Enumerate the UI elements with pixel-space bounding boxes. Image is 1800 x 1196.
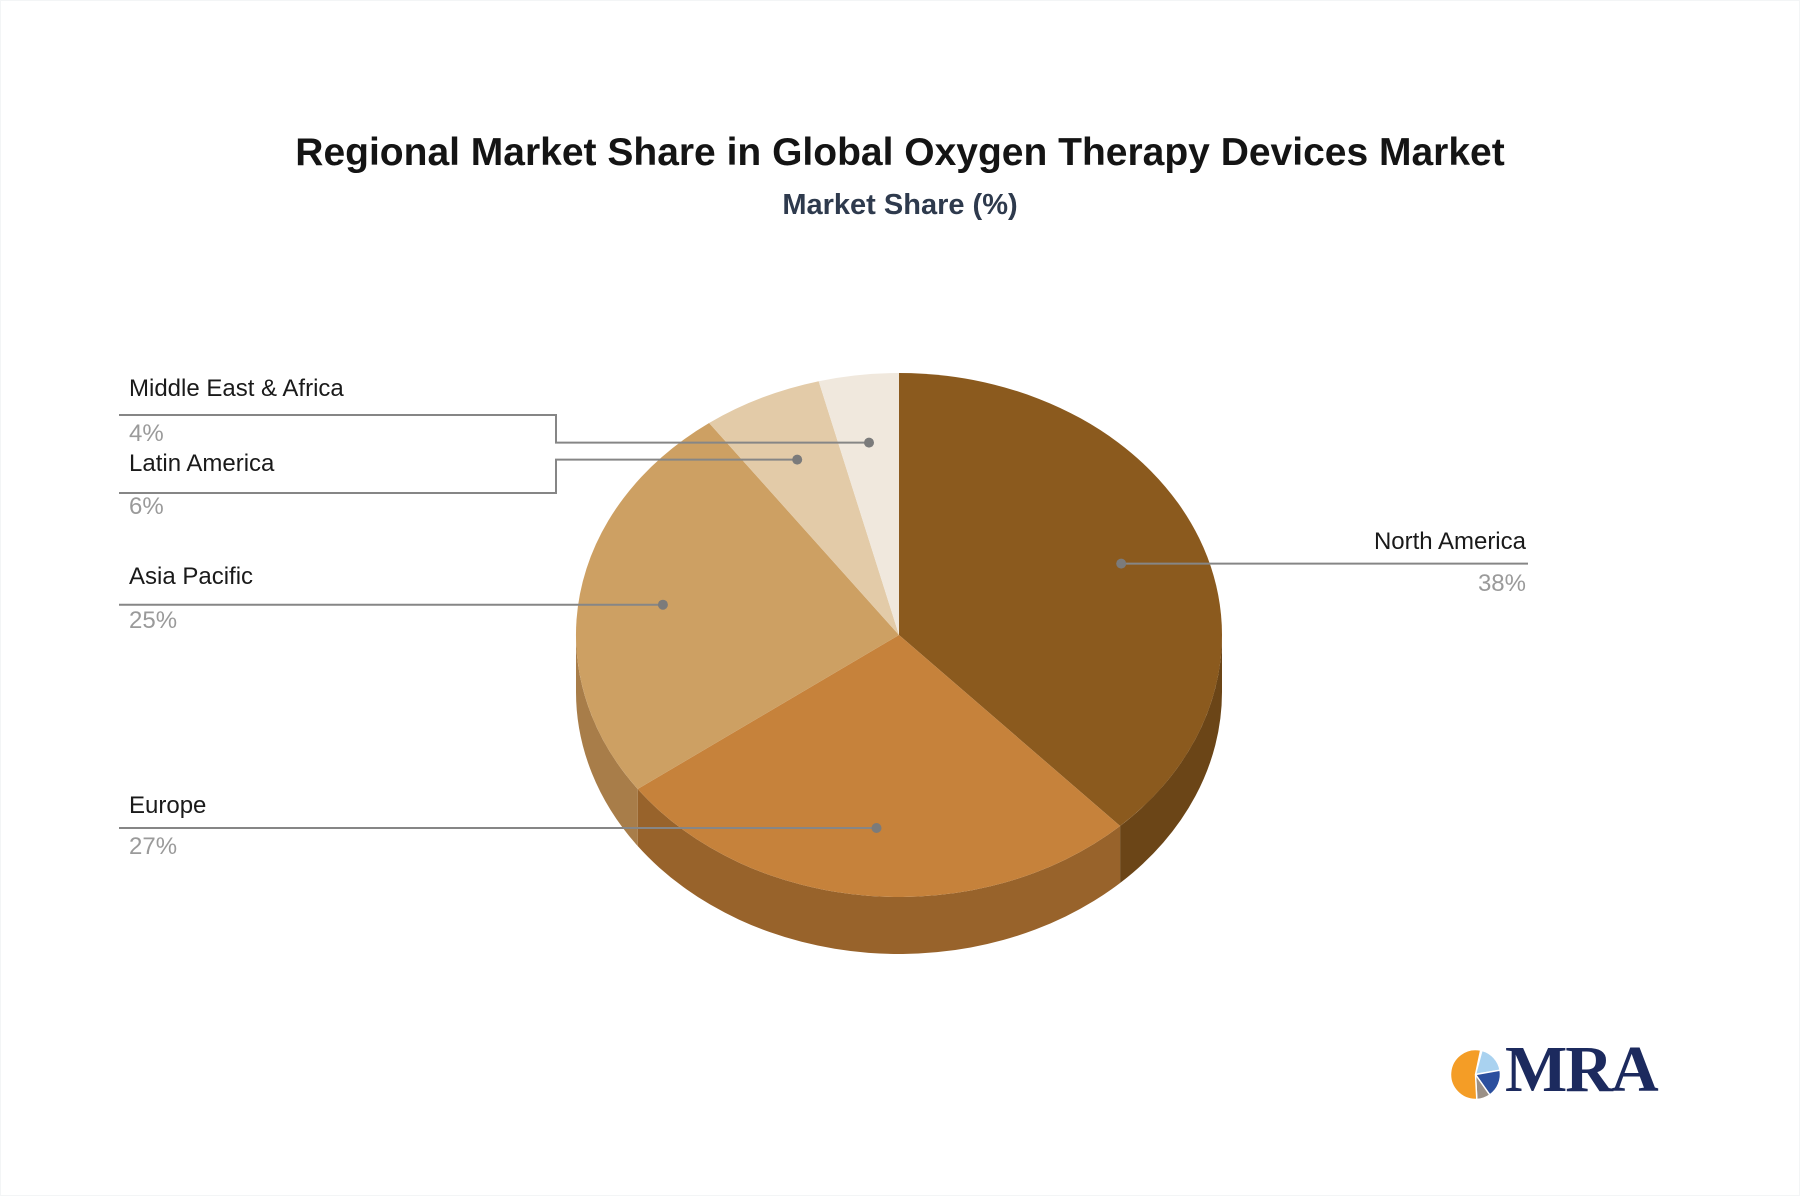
logo-segment-orange [1449, 1048, 1482, 1100]
leader-line-middle-east-africa [119, 414, 869, 444]
value-latin-america: 6% [129, 493, 164, 520]
pie-slice-side-north-america [1120, 635, 1222, 883]
label-europe: Europe [129, 792, 207, 819]
chart-subtitle: Market Share (%) [782, 189, 1018, 221]
logo-text: MRA [1505, 1033, 1659, 1106]
pie-slice-asia-pacific[interactable] [575, 423, 899, 789]
label-dot-asia-pacific [657, 599, 668, 610]
pie-slice-middle-east-africa[interactable] [818, 372, 899, 635]
pie-slice-latin-america[interactable] [709, 381, 899, 635]
label-north-america: North America [1373, 528, 1526, 555]
label-middle-east-africa: Middle East & Africa [129, 375, 344, 402]
label-dot-north-america [1116, 558, 1127, 569]
label-asia-pacific: Asia Pacific [129, 563, 254, 590]
pie-slice-side-europe [637, 789, 1121, 954]
leader-line-latin-america [119, 458, 798, 494]
chart-title: Regional Market Share in Global Oxygen T… [295, 131, 1505, 174]
pie-slice-side-asia-pacific [576, 635, 638, 846]
label-dot-europe [871, 823, 882, 833]
logo-pie-icon [1449, 1048, 1502, 1100]
label-dot-middle-east-africa [864, 437, 874, 448]
label-latin-america: Latin America [129, 450, 275, 477]
brand-logo: MRA [1448, 1033, 1659, 1106]
value-asia-pacific: 25% [129, 607, 178, 634]
pie-slice-europe[interactable] [637, 635, 1121, 897]
value-europe: 27% [129, 833, 178, 860]
label-dot-latin-america [792, 454, 803, 465]
value-north-america: 38% [1477, 570, 1526, 597]
pie-slice-north-america[interactable] [899, 373, 1223, 826]
value-middle-east-africa: 4% [129, 420, 164, 447]
